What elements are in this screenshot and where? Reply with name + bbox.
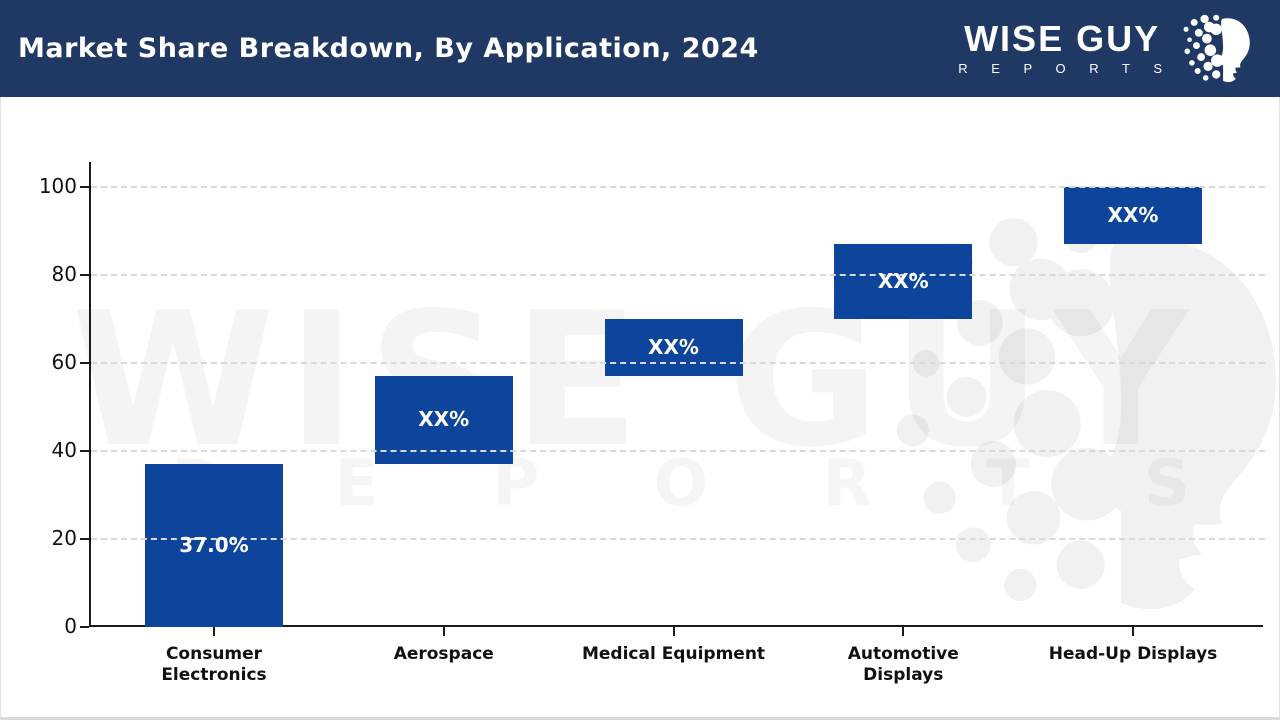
x-tick-mark-consumer-electronics	[213, 627, 215, 636]
dotted-face-profile-icon	[1183, 14, 1250, 82]
chart-canvas: WISE GUY R E P O R T S 02040608010037.0%…	[0, 97, 1280, 720]
bar-value-label-medical-equipment: XX%	[648, 334, 699, 359]
bar-value-label-automotive-displays: XX%	[877, 268, 929, 293]
y-tick-mark-0	[80, 626, 89, 628]
page-title: Market Share Breakdown, By Application, …	[18, 33, 759, 64]
wiseguy-logo: WISE GUY R E P O R T S	[952, 13, 1252, 85]
gridline-20	[91, 538, 1265, 540]
x-tick-label-medical-equipment: Medical Equipment	[581, 644, 766, 664]
y-tick-mark-100	[80, 186, 89, 189]
x-tick-label-aerospace: Aerospace	[393, 644, 494, 664]
y-tick-label-20: 20	[51, 526, 77, 550]
bar-head-up-displays	[1064, 187, 1202, 245]
y-tick-mark-60	[80, 362, 89, 365]
x-tick-label-consumer-electronics: Consumer Electronics	[161, 644, 267, 686]
y-tick-mark-20	[80, 538, 89, 540]
bar-value-label-head-up-displays: XX%	[1107, 202, 1159, 227]
header-bar: Market Share Breakdown, By Application, …	[0, 0, 1280, 97]
y-tick-label-40: 40	[51, 438, 77, 463]
y-tick-mark-40	[80, 450, 89, 453]
bar-consumer-electronics	[145, 464, 283, 627]
x-tick-label-head-up-displays: Head-Up Displays	[1048, 644, 1218, 664]
x-tick-label-automotive-displays: Automotive Displays	[847, 644, 959, 686]
y-tick-label-80: 80	[51, 262, 77, 287]
gridline-60	[91, 362, 1265, 365]
gridline-100	[91, 186, 1265, 189]
logo-wordmark: WISE GUY R E P O R T S	[952, 18, 1172, 77]
bar-medical-equipment	[604, 319, 743, 377]
bar-value-label-consumer-electronics: 37.0%	[179, 532, 249, 557]
y-tick-label-60: 60	[51, 350, 77, 375]
plot-area: 0 20 40 60 80 100 37.0% Consumer Electronics XX%…	[39, 162, 1265, 685]
y-tick-mark-80	[80, 274, 89, 277]
y-tick-label-100: 100	[38, 174, 77, 199]
bar-aerospace	[374, 376, 513, 465]
x-tick-mark-aerospace	[442, 627, 445, 636]
x-tick-mark-automotive-displays	[902, 627, 905, 636]
logo-text-line2: R E P O R T S	[958, 61, 1172, 76]
x-tick-mark-head-up-displays	[1132, 627, 1134, 636]
gridline-80	[91, 274, 1265, 277]
y-tick-label-0: 0	[64, 614, 77, 638]
x-tick-mark-medical-equipment	[672, 627, 675, 636]
logo-text-line1: WISE GUY	[964, 18, 1161, 59]
gridline-40	[91, 450, 1265, 453]
bar-value-label-aerospace: XX%	[418, 407, 470, 432]
bar-automotive-displays	[834, 244, 973, 320]
